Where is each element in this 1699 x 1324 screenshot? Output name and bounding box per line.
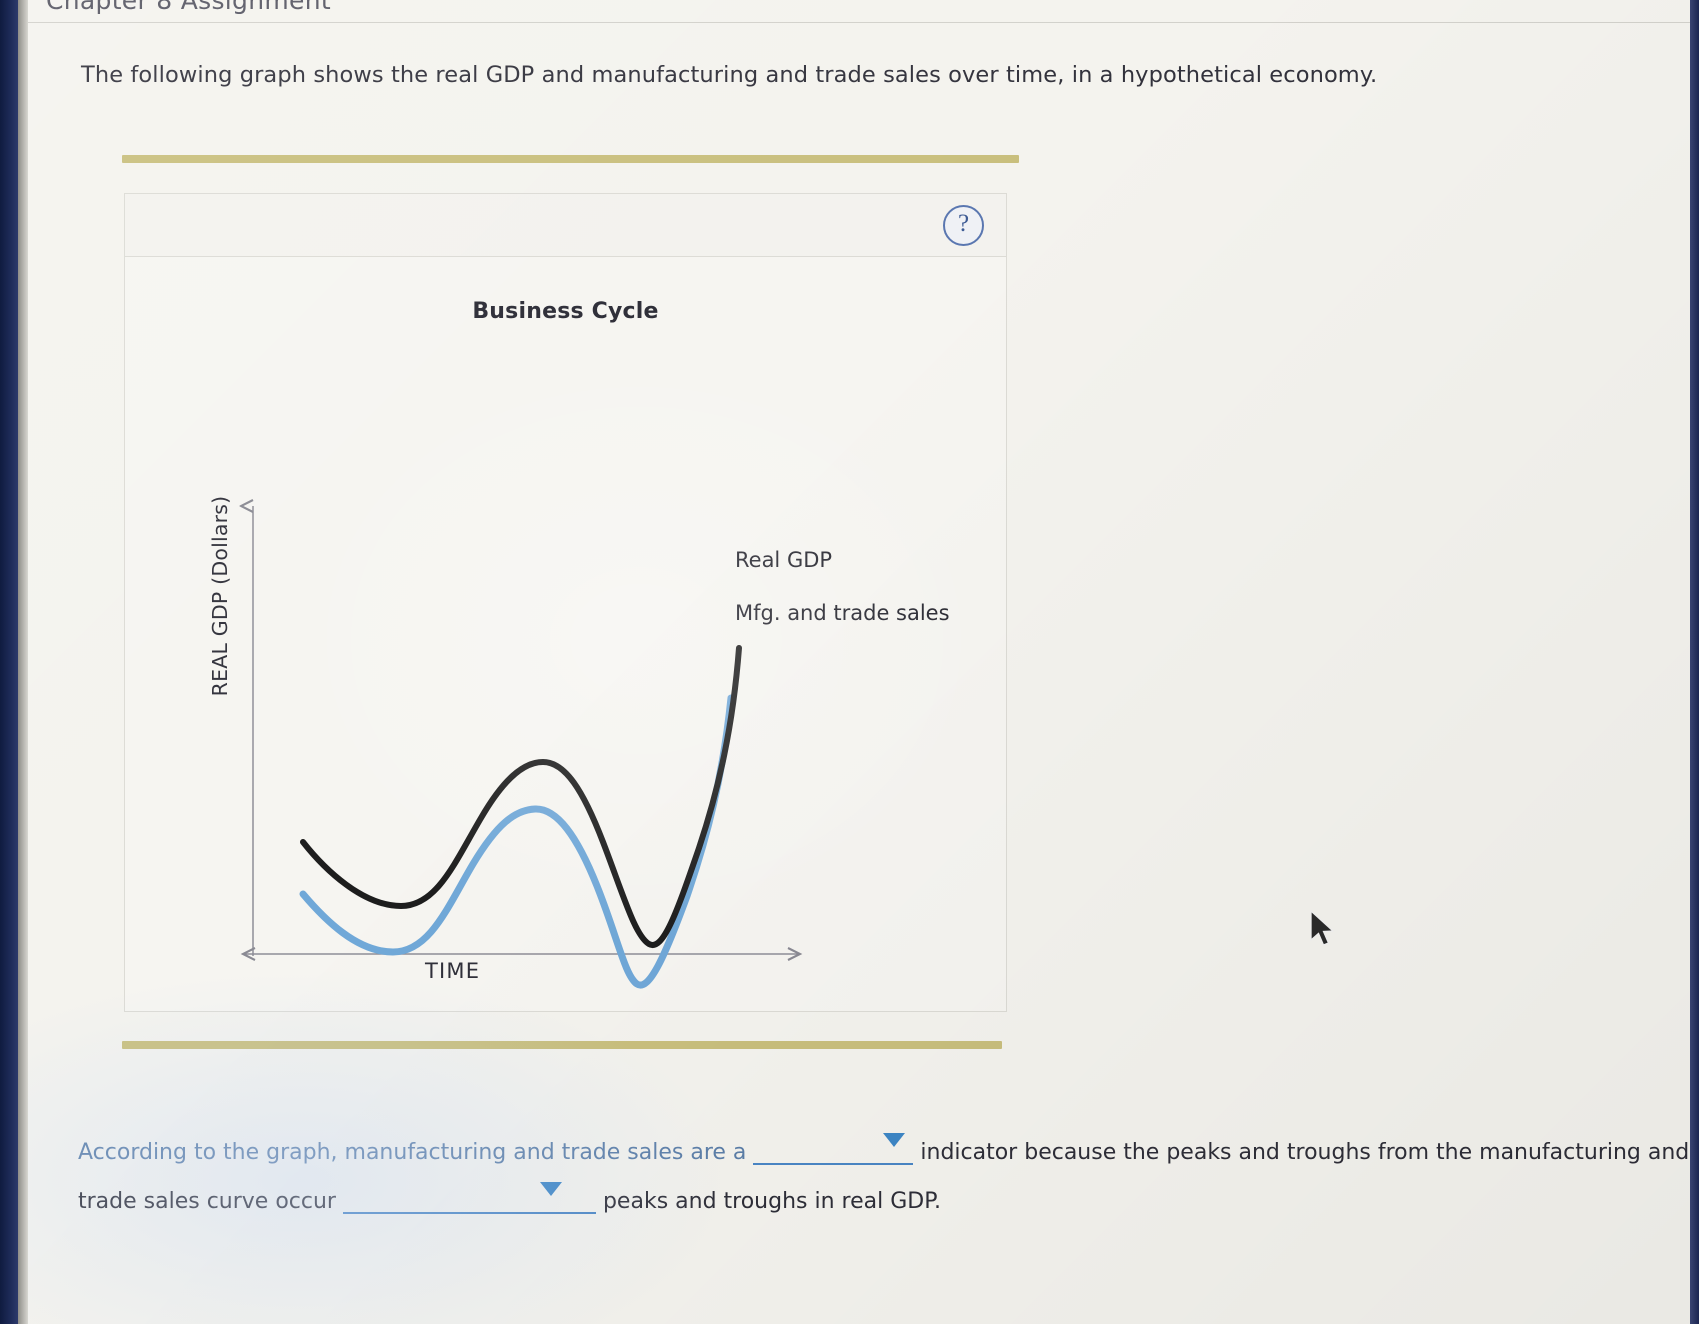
- chevron-down-icon: [539, 1182, 562, 1196]
- question-block: According to the graph, manufacturing an…: [78, 1128, 1690, 1226]
- question-line2-end-text: peaks and troughs in real GDP.: [602, 1189, 942, 1214]
- monitor-bezel-left-inner: [18, 0, 28, 1324]
- mouse-cursor: [1310, 910, 1335, 946]
- divider-bar-top: [122, 155, 1019, 163]
- question-line-1: According to the graph, manufacturing an…: [78, 1128, 1690, 1177]
- intro-paragraph: The following graph shows the real GDP a…: [81, 62, 1378, 88]
- legend-label-mfg-and-trade-sales: Mfg. and trade sales: [735, 601, 950, 625]
- indicator-type-dropdown[interactable]: [753, 1128, 914, 1177]
- chart-title: Business Cycle: [472, 299, 659, 324]
- monitor-bezel-left: [0, 0, 18, 1324]
- assignment-page: Chapter 8 Assignment The following graph…: [28, 0, 1690, 1324]
- chevron-down-icon: [883, 1133, 906, 1147]
- x-axis-label: TIME: [425, 959, 481, 983]
- divider-bar-bottom: [122, 1041, 1002, 1049]
- question-mid-text: indicator because the peaks and troughs …: [920, 1140, 1690, 1165]
- indicator-type-dropdown-value: [753, 1137, 914, 1165]
- graph-card-header: ?: [125, 194, 1006, 257]
- help-icon[interactable]: ?: [943, 205, 984, 246]
- header-divider: [28, 22, 1690, 23]
- series-line-mfg-and-trade-sales: [299, 694, 735, 989]
- question-line2-start-text: trade sales curve occur: [78, 1189, 336, 1214]
- question-lead-text: According to the graph, manufacturing an…: [78, 1140, 747, 1165]
- question-line-2: trade sales curve occur peaks and trough…: [78, 1177, 1688, 1226]
- browser-tab-title: Chapter 8 Assignment: [46, 0, 331, 15]
- business-cycle-plot: [125, 256, 803, 989]
- series-line-real-gdp: [300, 645, 742, 948]
- graph-card: ? Business Cycle REAL: [124, 193, 1007, 1012]
- y-axis-label: REAL GDP (Dollars): [208, 495, 232, 697]
- timing-dropdown[interactable]: [342, 1177, 596, 1226]
- timing-dropdown-value: [342, 1186, 596, 1214]
- monitor-bezel-right: [1690, 0, 1699, 1324]
- legend-label-real-gdp: Real GDP: [735, 548, 833, 572]
